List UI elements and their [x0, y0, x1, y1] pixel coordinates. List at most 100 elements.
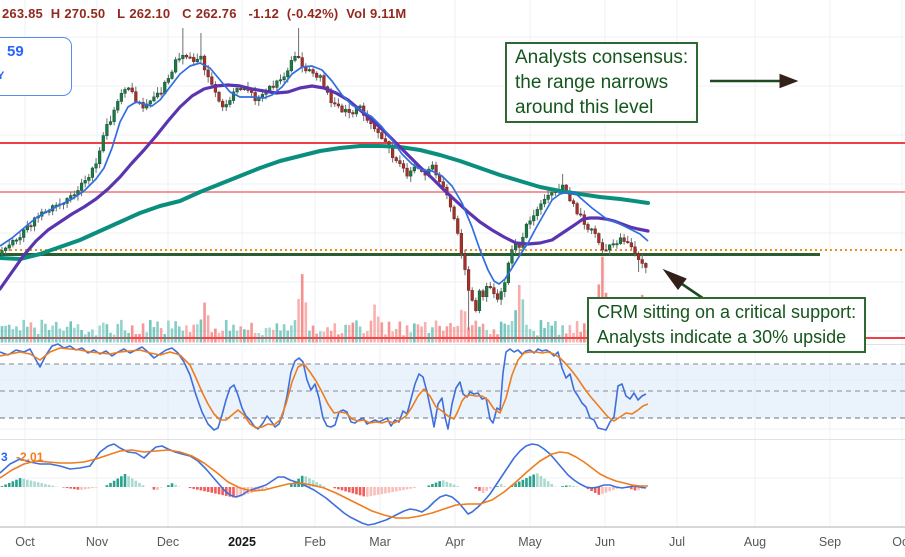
time-axis[interactable]: Oct Nov Dec 2025 Feb Mar Apr May Jun Jul Aug Sep Oct [0, 528, 905, 557]
volume-bar [496, 334, 499, 343]
candle-body [235, 88, 239, 93]
volume-bar [503, 323, 507, 343]
macd-hist-bar [376, 487, 380, 495]
volume-bar [290, 325, 293, 343]
candle-body [456, 218, 460, 234]
macd-hist-bar [373, 487, 376, 496]
macd-hist-bar [499, 484, 503, 487]
macd-hist-bar [112, 480, 116, 487]
macd-hist-bar [87, 487, 91, 489]
volume-bar [434, 320, 438, 343]
candle-body [561, 184, 565, 190]
macd-hist-bar [192, 487, 196, 489]
candle-body [611, 243, 615, 246]
volume-bar [145, 332, 148, 343]
candle-body [344, 108, 348, 113]
volume-bar [11, 329, 15, 343]
volume-bar [358, 326, 362, 343]
volume-bar [91, 329, 94, 343]
volume-bar [112, 334, 116, 343]
volume-bar [521, 299, 525, 343]
volume-bar [159, 328, 163, 343]
volume-bar [539, 320, 543, 343]
volume-bar [478, 326, 481, 343]
macd-value-signal: -2.01 [16, 450, 44, 464]
macd-hist-bar [398, 487, 402, 491]
axis-label-aug: Aug [743, 535, 767, 549]
macd-hist-bar [637, 487, 640, 491]
candle-body [532, 215, 536, 222]
volume-bar [579, 331, 583, 343]
candle-body [22, 229, 26, 238]
macd-hist-bar [521, 479, 525, 487]
axis-label-oct: Oct [15, 535, 35, 549]
candle-body [470, 290, 474, 301]
candle-body [199, 55, 203, 60]
macd-hist-bar [322, 485, 326, 487]
volume-bar [130, 325, 134, 343]
macd-hist-bar [514, 483, 517, 487]
volume-bar [470, 325, 474, 343]
candle-body [398, 160, 402, 164]
macd-hist-bar [170, 483, 174, 487]
volume-bar [80, 330, 83, 343]
candle-body [300, 57, 304, 68]
candle-body [174, 59, 178, 73]
candle-body [32, 217, 37, 227]
annotation-arrow-head [779, 73, 799, 89]
macd-hist-bar [445, 481, 449, 487]
volume-bar [485, 329, 488, 343]
volume-bar [402, 335, 405, 343]
volume-bar [44, 323, 47, 343]
macd-hist-bar [0, 486, 4, 487]
candle-body [224, 104, 228, 108]
volume-bar [235, 330, 239, 343]
volume-bar [373, 304, 376, 343]
volume-bar [261, 335, 264, 343]
candle-body [177, 58, 181, 61]
macd-hist-bar [141, 485, 145, 487]
price-alert-badge[interactable]: 59 Y [0, 37, 72, 96]
annotation-line: the range narrows [515, 72, 669, 93]
volume-bar [206, 315, 210, 343]
annotation-arrow-shaft [681, 282, 705, 301]
macd-hist-bar [65, 487, 69, 489]
volume-bar [420, 326, 423, 343]
candle-body [336, 103, 340, 107]
volume-bar [337, 334, 340, 343]
candle-body [528, 220, 532, 225]
candle-body [615, 243, 619, 246]
axis-label-oct: Oct [892, 535, 905, 549]
candle-body [29, 225, 33, 228]
volume-bar [557, 334, 561, 343]
macd-hist-bar [293, 481, 297, 487]
macd-hist-bar [366, 487, 369, 497]
volume-bar [4, 325, 7, 343]
macd-hist-bar [333, 487, 337, 489]
volume-bar [232, 324, 235, 343]
macd-hist-bar [427, 485, 431, 487]
candle-body [604, 249, 608, 252]
macd-signal-line [0, 449, 648, 519]
annotation-consensus[interactable]: Analysts consensus: the range narrows ar… [505, 42, 699, 123]
volume-bar [40, 319, 44, 343]
candle-body [289, 60, 293, 72]
volume-bar [196, 324, 199, 343]
ohlc-open: 263.85 [2, 6, 43, 21]
candle-body [72, 194, 76, 197]
candle-body [391, 147, 395, 158]
volume-bar [568, 325, 572, 343]
candle-body [249, 90, 254, 93]
volume-bar [463, 311, 467, 343]
candle-body [401, 163, 406, 169]
candle-body [231, 91, 236, 101]
macd-hist-bar [355, 487, 358, 495]
candle-body [618, 237, 623, 244]
annotation-support[interactable]: CRM sitting on a critical support: Analy… [587, 297, 867, 353]
volume-legend: Vol 9.11M [346, 6, 407, 21]
candle-body [542, 199, 547, 205]
candle-body [409, 170, 413, 177]
candle-body [550, 192, 554, 196]
volume-bar [554, 321, 557, 343]
